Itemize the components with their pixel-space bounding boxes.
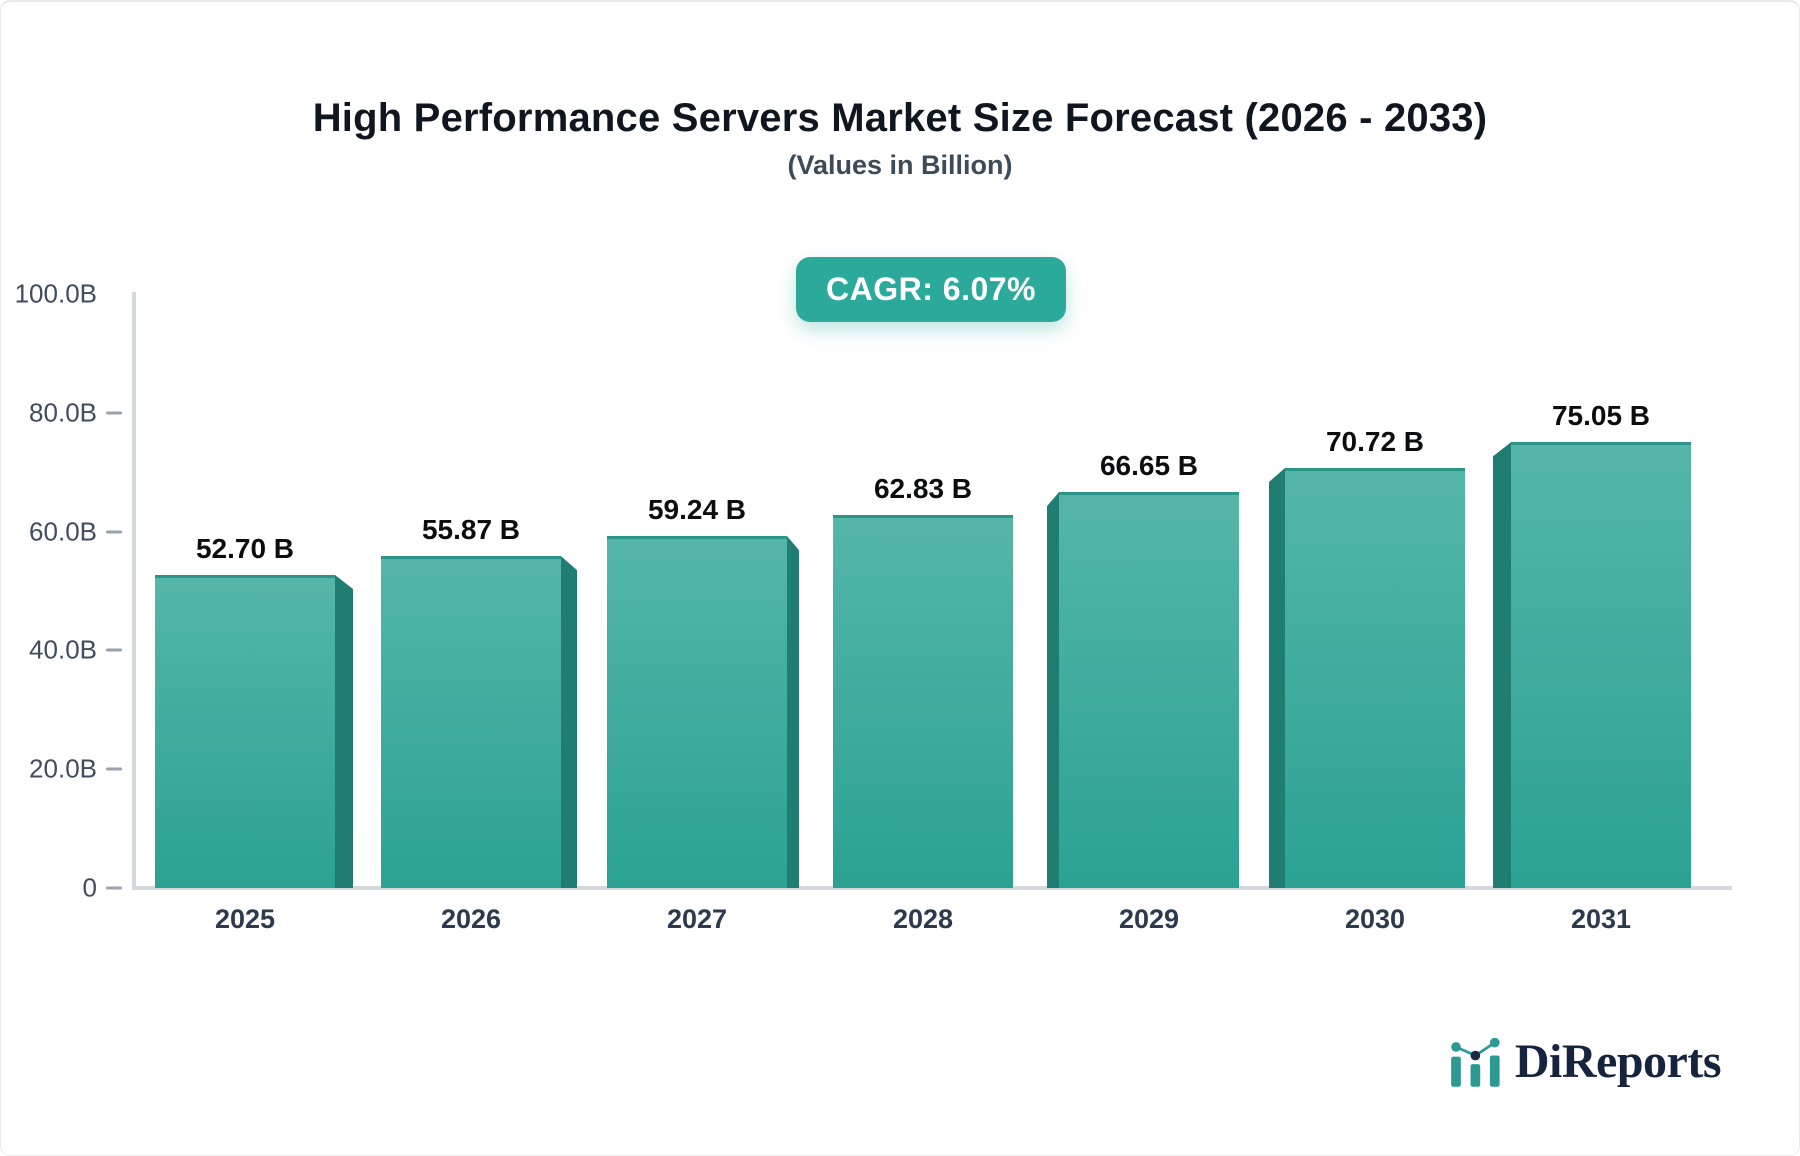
- x-axis-label: 2029: [1118, 904, 1180, 934]
- y-tick-dash: [106, 767, 122, 771]
- bar-side-3d: [561, 556, 577, 888]
- bar-slot: 62.83 B 2028: [810, 294, 1036, 934]
- y-tick-label: 20.0B: [29, 753, 97, 784]
- bar-slot: 70.72 B 2030: [1262, 294, 1488, 934]
- y-axis-tick: 0: [1, 873, 132, 904]
- y-tick-label: 0: [82, 872, 97, 903]
- y-tick-dash: [106, 411, 122, 415]
- y-axis-tick: 100.0B: [1, 279, 132, 310]
- x-axis-label: 2030: [1344, 904, 1406, 934]
- bar-value-label: 70.72 B: [1325, 425, 1425, 457]
- bar-face: [1511, 442, 1691, 888]
- bar-slot: 55.87 B 2026: [358, 294, 584, 934]
- bar-value-label: 66.65 B: [1099, 450, 1199, 482]
- y-tick-dash: [106, 530, 122, 534]
- bar-face: [1059, 492, 1239, 888]
- bar-face: [1285, 467, 1465, 888]
- bar: [155, 574, 353, 888]
- bar: [1047, 492, 1239, 888]
- bar-slot: 52.70 B 2025: [132, 294, 358, 934]
- x-axis-line: [132, 886, 1732, 890]
- direports-logo-icon: [1451, 1037, 1500, 1087]
- bar-value-label: 52.70 B: [195, 532, 295, 564]
- bar-slot: 66.65 B 2029: [1036, 294, 1262, 934]
- bar: [381, 556, 577, 888]
- chart-subtitle: (Values in Billion): [787, 150, 1013, 180]
- bar-slot: 75.05 B 2031: [1488, 294, 1714, 934]
- y-axis-tick: 40.0B: [1, 635, 132, 666]
- bar-face: [607, 536, 787, 888]
- y-axis-tick: 60.0B: [1, 516, 132, 547]
- y-tick-label: 80.0B: [29, 397, 97, 428]
- bar-slot: 59.24 B 2027: [584, 294, 810, 934]
- bar-side-3d: [1047, 492, 1059, 888]
- chart-title: High Performance Servers Market Size For…: [312, 96, 1488, 140]
- x-axis-label: 2028: [892, 904, 954, 934]
- bar-side-3d: [335, 574, 353, 888]
- brand-name: DiReports: [1514, 1035, 1722, 1088]
- brand-logo: DiReports: [1449, 1034, 1722, 1089]
- bar-value-label: 55.87 B: [421, 514, 521, 546]
- y-axis-tick: 80.0B: [1, 397, 132, 428]
- y-axis: 0 20.0B 40.0B 60.0B 80.0B 100.0B: [1, 279, 132, 903]
- y-tick-label: 100.0B: [14, 278, 97, 309]
- y-tick-dash: [106, 648, 122, 652]
- y-tick-label: 40.0B: [29, 634, 97, 665]
- y-tick-label: 60.0B: [29, 516, 97, 547]
- bar: [833, 514, 1013, 888]
- bar-series: 52.70 B 2025 55.87 B 2026 59.24 B 2027 62.83 B…: [132, 294, 1714, 934]
- bar-value-label: 75.05 B: [1551, 400, 1651, 432]
- bar-face: [155, 574, 335, 888]
- x-axis-label: 2027: [666, 904, 728, 934]
- bar: [607, 536, 799, 888]
- y-axis-tick: 20.0B: [1, 754, 132, 785]
- bar-side-3d: [1269, 467, 1285, 888]
- bar-face: [833, 514, 1013, 888]
- cagr-badge: CAGR: 6.07%: [796, 257, 1066, 322]
- bar-side-3d: [787, 536, 799, 888]
- bar: [1269, 467, 1465, 888]
- bar-value-label: 59.24 B: [647, 494, 747, 526]
- bar-side-3d: [1493, 442, 1511, 888]
- y-axis-line: [132, 292, 136, 890]
- y-tick-dash: [106, 886, 122, 890]
- bar-value-label: 62.83 B: [873, 472, 973, 504]
- x-axis-label: 2031: [1570, 904, 1632, 934]
- x-axis-label: 2025: [214, 904, 276, 934]
- x-axis-label: 2026: [440, 904, 502, 934]
- bar: [1493, 442, 1691, 888]
- bar-face: [381, 556, 561, 888]
